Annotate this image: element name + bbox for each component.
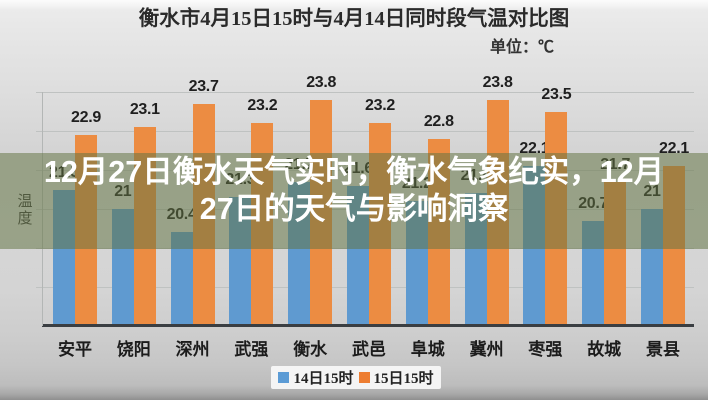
x-axis-label-武邑: 武邑 [352,340,386,359]
watermark-overlay-band: 12月27日衡水天气实时，衡水气象纪实，12月 27日的天气与影响洞察 [0,153,708,249]
x-axis-label-故城: 故城 [587,340,622,359]
gridline-23 [36,131,694,132]
x-axis-label-武强: 武强 [234,340,269,359]
bar-label-武邑-15日15时: 23.2 [365,97,395,115]
bar-label-枣强-14日15时: 22.1 [519,140,550,158]
chart-title: 衡水市4月15日15时与4月14日同时段气温对比图 [138,8,570,30]
bar-label-饶阳-15日15时: 23.1 [129,101,160,119]
legend-item-0: 14日15时 [278,367,354,388]
bar-label-景县-15日15时: 22.1 [659,140,689,158]
chart-legend: 14日15时 15日15时 [271,366,441,389]
overlay-text-line1: 12月27日衡水天气实时，衡水气象纪实，12月 [43,155,665,189]
bar-label-阜城-15日15时: 22.8 [423,112,454,130]
legend-item-1: 15日15时 [358,367,434,388]
x-axis-label-安平: 安平 [58,340,92,359]
overlay-text-line2: 27日的天气与影响洞察 [199,192,509,226]
x-axis-label-深州: 深州 [175,340,210,359]
bar-label-衡水-15日15时: 23.8 [306,73,337,91]
legend-swatch-0 [278,372,290,383]
gridline-24 [36,92,694,93]
x-axis-label-衡水: 衡水 [293,340,328,359]
x-axis-label-景县: 景县 [646,340,680,359]
legend-label-1: 15日15时 [373,371,434,387]
x-axis-label-枣强: 枣强 [528,340,563,359]
legend-swatch-1 [358,372,370,383]
bar-label-冀州-15日15时: 23.8 [482,73,513,91]
bar-label-枣强-15日15时: 23.5 [541,85,572,103]
unit-label: 单位：℃ [489,39,554,56]
x-axis-label-饶阳: 饶阳 [116,340,151,359]
x-axis-line [42,324,694,328]
bar-label-深州-15日15时: 23.7 [188,77,219,95]
bar-label-武强-15日15时: 23.2 [247,97,278,115]
x-axis-label-冀州: 冀州 [469,340,504,359]
bar-label-安平-15日15时: 22.9 [71,108,101,126]
bar-深州-14日15时 [170,232,193,326]
legend-label-0: 14日15时 [293,371,354,387]
x-axis-label-阜城: 阜城 [410,340,445,359]
